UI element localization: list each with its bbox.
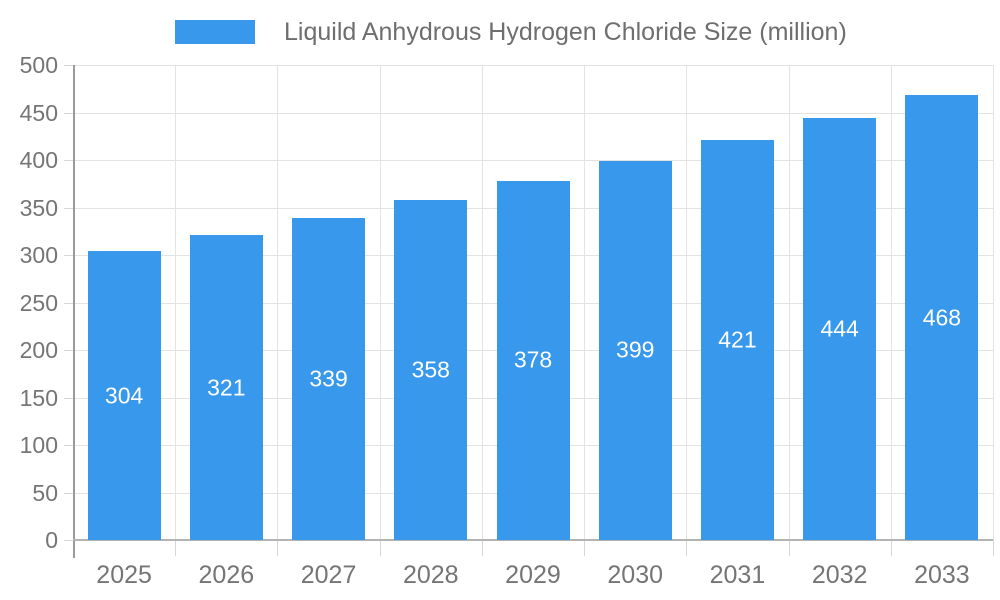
bar-value-label: 378 (513, 346, 553, 373)
legend-swatch (175, 20, 255, 44)
bar-2032[interactable]: 444 (803, 118, 877, 540)
y-axis-tick (64, 302, 73, 304)
gridline-horizontal (73, 65, 993, 66)
x-axis-tick (584, 540, 586, 556)
bar-2028[interactable]: 358 (394, 199, 468, 540)
x-axis-tick (379, 540, 381, 556)
y-axis-tick-label: 100 (19, 432, 58, 458)
y-axis-tick-label: 50 (32, 479, 58, 506)
bar-value-label: 339 (309, 365, 348, 392)
x-axis-tick-label: 2026 (198, 561, 255, 589)
x-axis-tick-label: 2028 (402, 561, 459, 589)
gridline-vertical (379, 65, 381, 540)
x-axis-tick-label: 2025 (96, 561, 152, 589)
y-axis-tick (64, 492, 73, 494)
x-axis-tick (686, 540, 688, 556)
y-axis-tick (64, 65, 73, 66)
x-axis-tick-label: 2029 (505, 561, 561, 589)
y-axis-tick (64, 397, 73, 399)
y-axis-tick (64, 112, 73, 114)
bar-value-label: 321 (207, 374, 246, 401)
gridline-vertical (788, 65, 790, 540)
gridline-horizontal (73, 112, 993, 114)
bar-value-label: 444 (820, 315, 859, 342)
y-axis-tick-label: 300 (19, 242, 58, 268)
bar-value-label: 421 (718, 326, 757, 353)
y-axis-tick (64, 445, 73, 446)
y-axis-line (73, 65, 75, 558)
x-axis-line (73, 539, 993, 541)
x-axis-tick-label: 2030 (607, 561, 664, 589)
legend-label: Liquild Anhydrous Hydrogen Chloride Size… (284, 17, 847, 46)
legend-item[interactable]: Liquild Anhydrous Hydrogen Chloride Size… (175, 18, 847, 46)
x-axis-tick-label: 2033 (914, 561, 970, 589)
bar-2026[interactable]: 321 (189, 235, 263, 540)
y-axis-tick (64, 255, 73, 256)
bar-2029[interactable]: 378 (496, 180, 570, 540)
bar-value-label: 304 (104, 382, 144, 409)
x-axis-tick (175, 540, 177, 556)
x-axis-tick (788, 540, 790, 556)
y-axis-tick (64, 160, 73, 161)
x-axis-tick-label: 2031 (709, 561, 766, 589)
y-axis-tick (64, 350, 73, 351)
x-axis-tick (890, 540, 892, 556)
x-axis-tick (277, 540, 279, 556)
x-axis-tick-label: 2032 (811, 561, 868, 589)
gridline-vertical (686, 65, 688, 540)
y-axis-tick-label: 400 (19, 147, 58, 173)
y-axis-tick-label: 150 (19, 384, 58, 411)
x-axis-tick (481, 540, 483, 556)
y-axis-tick-label: 250 (19, 289, 58, 316)
x-axis-tick-label: 2027 (300, 561, 357, 589)
y-axis-tick-label: 500 (19, 52, 58, 78)
bar-2030[interactable]: 399 (598, 160, 672, 540)
gridline-vertical (481, 65, 483, 540)
bar-2027[interactable]: 339 (292, 217, 366, 540)
gridline-horizontal (73, 160, 993, 161)
bar-2031[interactable]: 421 (700, 140, 774, 540)
bar-value-label: 358 (411, 356, 450, 383)
gridline-vertical (277, 65, 279, 540)
bar-value-label: 468 (922, 304, 962, 331)
y-axis-tick-label: 450 (19, 99, 58, 126)
y-axis-tick-label: 350 (19, 194, 58, 221)
y-axis-tick (64, 540, 73, 541)
y-axis-tick (64, 207, 73, 209)
gridline-vertical (584, 65, 586, 540)
gridline-vertical (993, 65, 994, 540)
bar-2025[interactable]: 304 (87, 251, 161, 540)
y-axis-tick-label: 0 (45, 527, 58, 553)
y-axis-tick-label: 200 (19, 337, 58, 363)
x-axis-tick (993, 540, 994, 556)
gridline-vertical (175, 65, 177, 540)
bar-value-label: 399 (616, 336, 655, 363)
gridline-vertical (890, 65, 892, 540)
bar-2033[interactable]: 468 (905, 95, 979, 540)
